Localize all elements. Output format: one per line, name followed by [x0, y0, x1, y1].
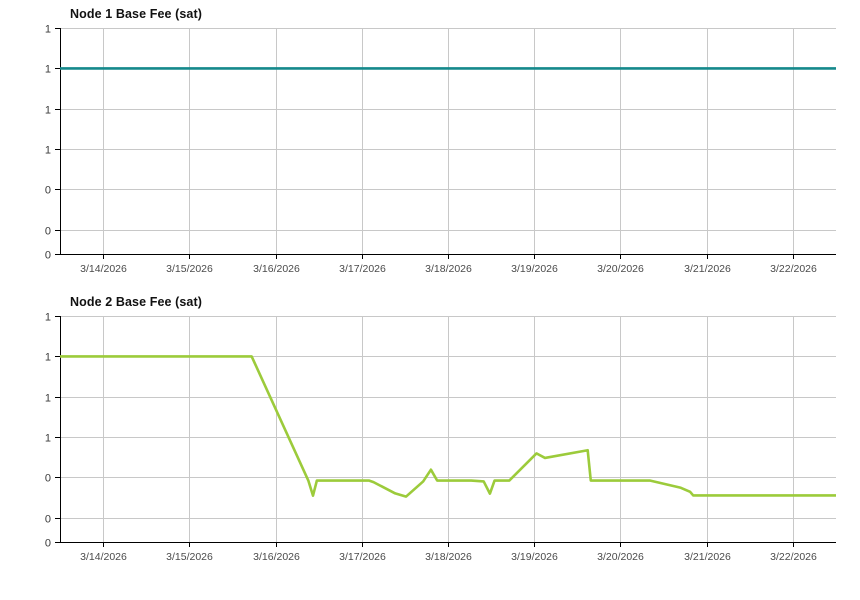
chart-title-node-2: Node 2 Base Fee (sat) [70, 295, 203, 309]
x-tick-label: 3/19/2026 [511, 263, 558, 275]
x-tick-label: 3/20/2026 [597, 551, 644, 563]
x-tick-label: 3/17/2026 [339, 551, 386, 563]
x-tick-label: 3/16/2026 [253, 263, 300, 275]
y-tick-label: 1 [45, 312, 51, 324]
chart-plot-node-1: 1 1 1 1 0 0 0 3/14/2026 3/15/2026 3/16/2026 3/17/2… [45, 24, 836, 275]
x-tick-label: 3/19/2026 [511, 551, 558, 563]
series-line-2 [60, 355, 836, 498]
x-tick-label: 3/18/2026 [425, 263, 472, 275]
y-tick-label: 0 [45, 226, 51, 238]
y-tick-label: 0 [45, 473, 51, 485]
chart-title-node-1: Node 1 Base Fee (sat) [70, 7, 203, 21]
x-tick-label: 3/20/2026 [597, 263, 644, 275]
x-tick-label: 3/22/2026 [770, 551, 817, 563]
y-tick-label: 1 [45, 64, 51, 76]
x-tick-label: 3/16/2026 [253, 551, 300, 563]
y-tick-label: 1 [45, 352, 51, 364]
x-tick-label: 3/21/2026 [684, 551, 731, 563]
y-tick-label: 1 [45, 105, 51, 117]
y-tick-label: 0 [45, 514, 51, 526]
x-tick-label: 3/17/2026 [339, 263, 386, 275]
x-tick-label: 3/22/2026 [770, 263, 817, 275]
y-tick-label: 1 [45, 433, 51, 445]
y-tick-label: 1 [45, 393, 51, 405]
x-tick-label: 3/18/2026 [425, 551, 472, 563]
x-tick-label: 3/21/2026 [684, 263, 731, 275]
y-tick-label: 0 [45, 185, 51, 197]
x-tick-label: 3/15/2026 [166, 263, 213, 275]
y-tick-label: 0 [45, 538, 51, 550]
y-tick-label: 1 [45, 145, 51, 157]
y-tick-label: 0 [45, 250, 51, 262]
chart-panel-node-2: Node 2 Base Fee (sat) 1 1 1 1 0 0 0 3/14/2026 3/… [0, 290, 860, 590]
y-tick-label: 1 [45, 24, 51, 36]
chart-panel-node-1: Node 1 Base Fee (sat) 1 1 1 1 0 0 0 3/14/2026 3/… [0, 0, 860, 292]
chart-plot-node-2: 1 1 1 1 0 0 0 3/14/2026 3/15/2026 3/16/2026 3/17/2… [45, 312, 836, 563]
x-tick-label: 3/15/2026 [166, 551, 213, 563]
x-tick-label: 3/14/2026 [80, 551, 127, 563]
x-tick-label: 3/14/2026 [80, 263, 127, 275]
